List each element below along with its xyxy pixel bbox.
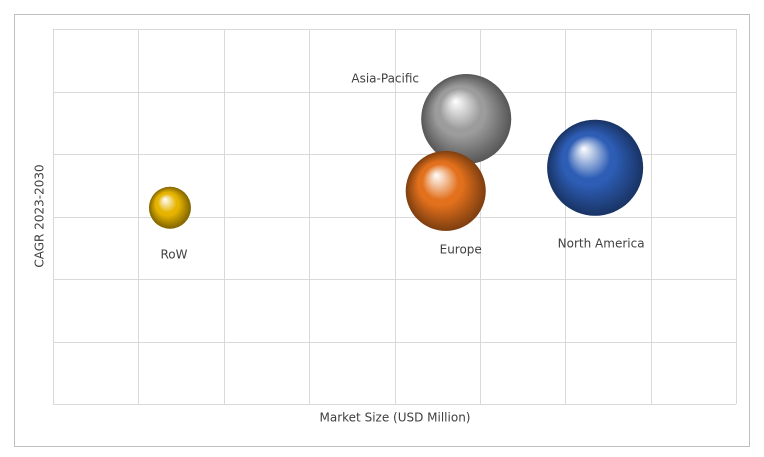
chart-frame <box>14 14 750 447</box>
bubble-shade <box>148 186 191 229</box>
bubble-label: Europe <box>440 242 482 256</box>
x-axis-label: Market Size (USD Million) <box>320 411 471 425</box>
bubble-shade <box>547 119 644 216</box>
bubble-label: Asia-Pacific <box>351 72 419 86</box>
y-axis-label: CAGR 2023-2030 <box>33 164 47 267</box>
bubble-shade <box>405 150 486 231</box>
bubble-label: RoW <box>160 247 187 261</box>
bubble-shade <box>421 74 512 164</box>
bubble-label: North America <box>558 236 645 250</box>
